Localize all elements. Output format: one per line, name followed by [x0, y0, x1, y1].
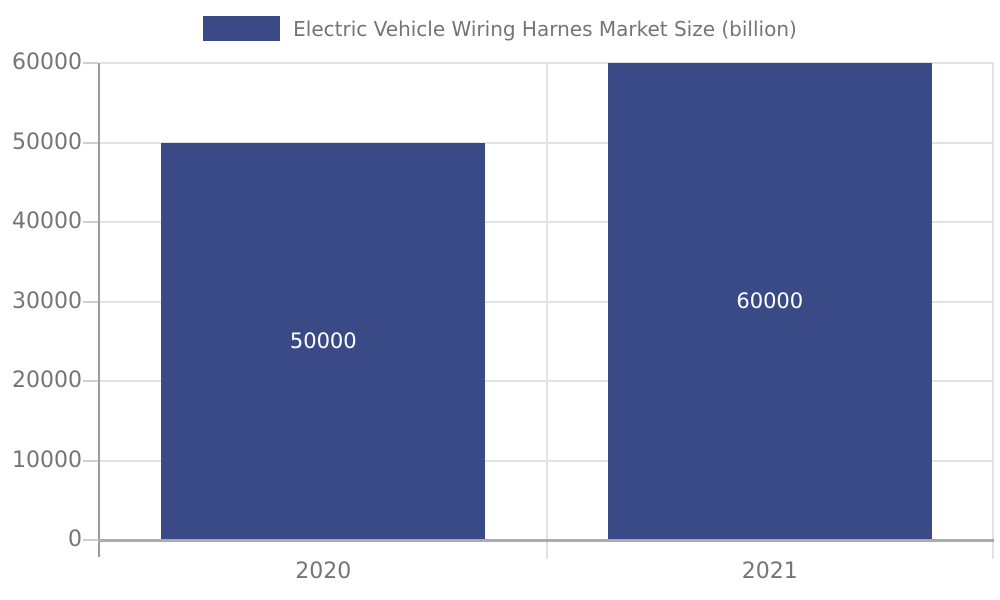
y-tick-label: 10000 — [12, 447, 82, 473]
y-tick-mark — [83, 380, 98, 382]
plot-area: 50000 60000 — [83, 62, 994, 559]
x-tick-label: 2020 — [295, 559, 352, 584]
y-tick-label: 40000 — [12, 209, 82, 234]
y-tick-label: 0 — [68, 527, 82, 552]
y-tick-label: 20000 — [12, 368, 82, 393]
x-axis-line — [98, 539, 994, 542]
y-tick-mark — [83, 300, 98, 303]
x-tick-label: 2021 — [741, 559, 798, 584]
y-tick-label: 60000 — [12, 50, 82, 75]
y-tick-mark — [83, 141, 98, 144]
y-tick-label: 50000 — [12, 129, 82, 155]
category-divider-line — [545, 63, 548, 559]
chart-legend: Electric Vehicle Wiring Harnes Market Si… — [0, 16, 1000, 41]
y-axis-line — [98, 63, 100, 557]
bar-value-label: 60000 — [736, 289, 804, 313]
y-tick-mark — [83, 62, 98, 64]
bar-value-label: 50000 — [289, 328, 357, 353]
y-tick-label: 30000 — [12, 288, 82, 314]
y-tick-mark — [83, 459, 98, 462]
bar-2021: 60000 — [607, 63, 932, 540]
plot-right-border — [992, 63, 994, 559]
legend-label: Electric Vehicle Wiring Harnes Market Si… — [293, 16, 797, 41]
y-tick-mark — [83, 539, 98, 541]
bar-2020: 50000 — [161, 142, 486, 540]
y-tick-mark — [83, 221, 98, 223]
legend-swatch — [203, 16, 281, 41]
